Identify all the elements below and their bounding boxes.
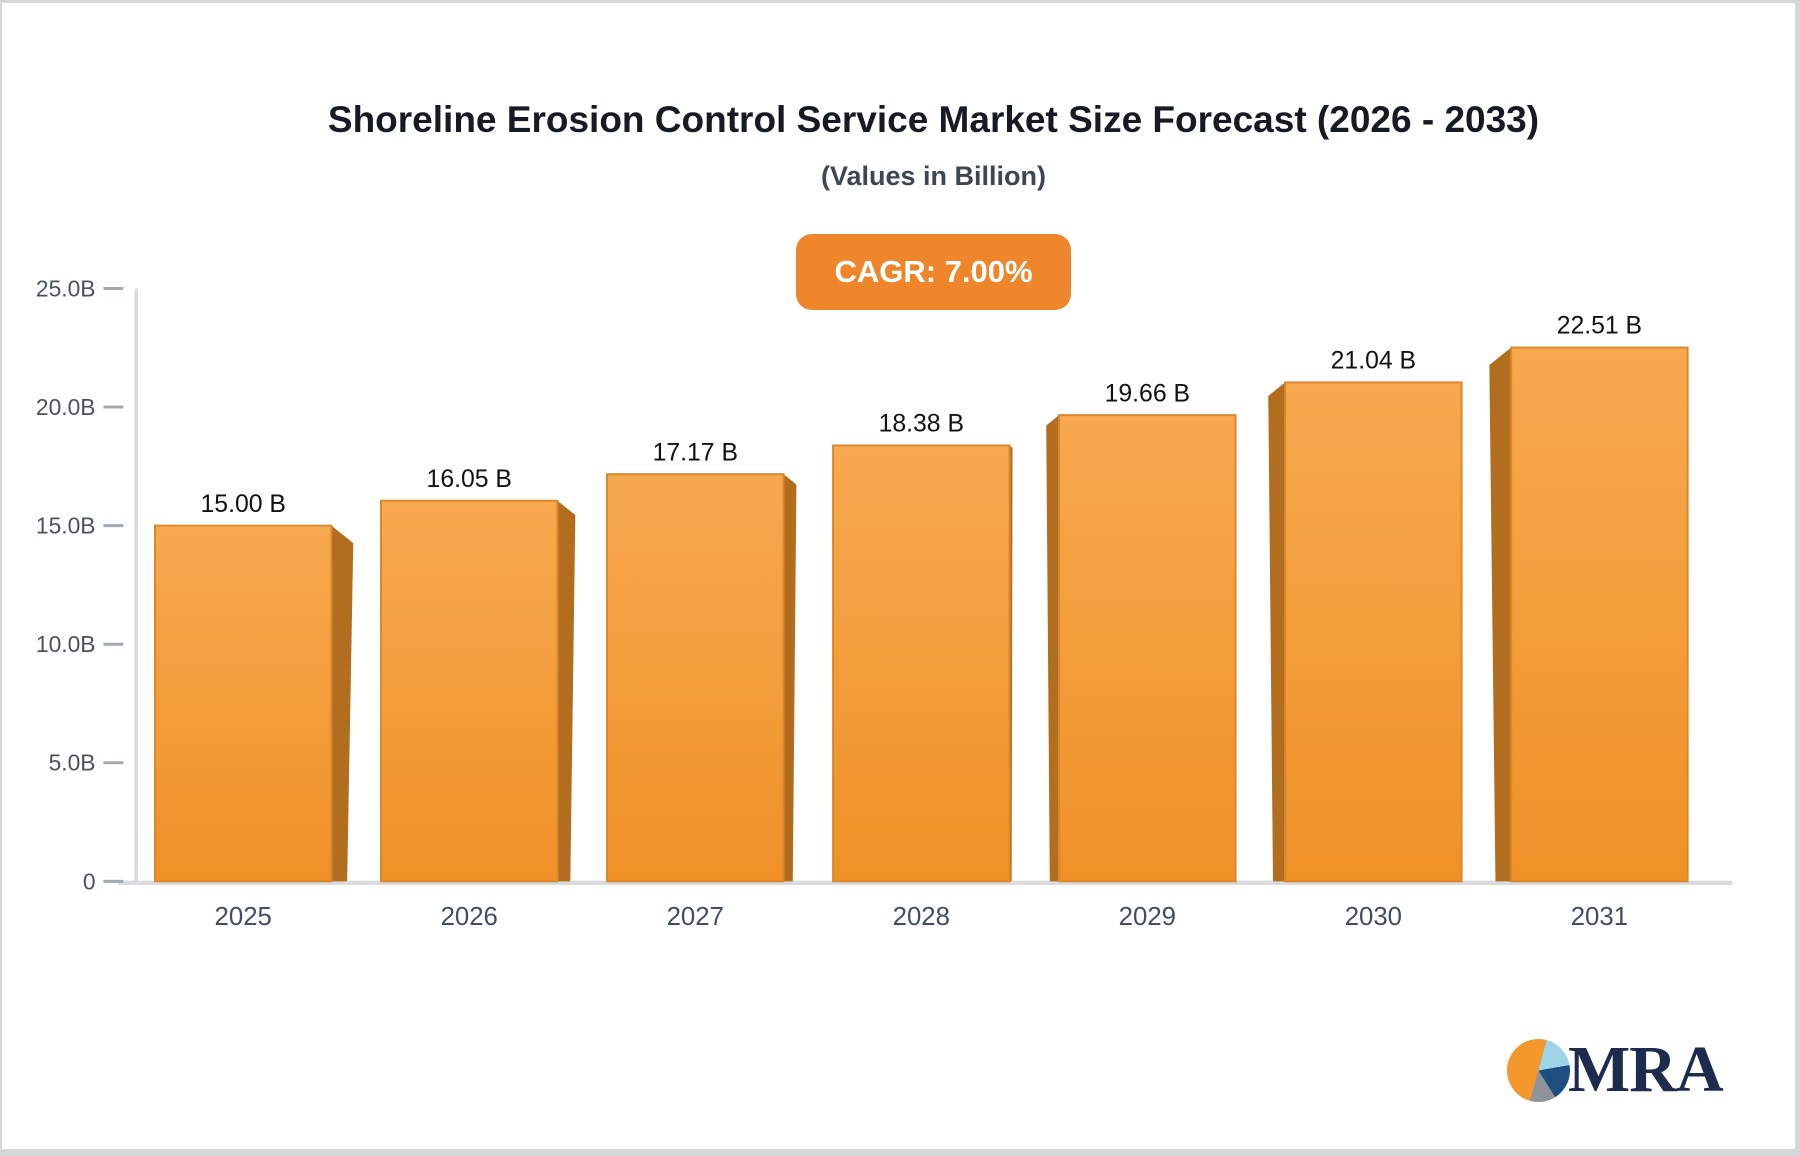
bar-side-2030: [1268, 382, 1286, 882]
chart-subtitle: (Values in Billion): [820, 161, 1047, 191]
x-tick-label: 2028: [893, 903, 950, 931]
x-tick-label: 2025: [215, 903, 272, 931]
bar-value-label: 18.38 B: [879, 411, 964, 438]
bar-value-label: 17.17 B: [653, 439, 738, 466]
bar-side-2031: [1489, 347, 1512, 882]
bar-value-label: 22.51 B: [1557, 313, 1642, 340]
x-tick-label: 2026: [441, 903, 498, 931]
bar-side-2025: [331, 525, 354, 882]
chart-header: Shoreline Erosion Control Service Market…: [2, 3, 1795, 310]
cagr-badge: CAGR: 7.00%: [796, 234, 1071, 310]
chart-card: 0 5.0B 10.0B 15.0B 20.0B 25.0B 15.00 B 2025 16.0…: [2, 3, 1795, 1149]
x-tick-label: 2030: [1345, 903, 1402, 931]
bar-value-label: 19.66 B: [1105, 380, 1190, 407]
logo-text: MRA: [1568, 1033, 1724, 1106]
y-tick-label: 0: [83, 868, 96, 894]
y-tick-label: 10.0B: [36, 631, 96, 657]
y-tick-label: 15.0B: [36, 513, 96, 539]
bar-2027: [606, 473, 785, 883]
bar-2026: [380, 499, 559, 883]
bar-2028: [832, 444, 1011, 883]
y-tick-label: 25.0B: [36, 275, 96, 301]
bar-2030: [1284, 381, 1463, 883]
logo-pie-icon: [1507, 1038, 1570, 1102]
x-tick-label: 2031: [1571, 903, 1628, 931]
x-tick-label: 2029: [1119, 903, 1176, 931]
bar-value-label: 15.00 B: [201, 491, 286, 518]
chart-title: Shoreline Erosion Control Service Market…: [327, 99, 1540, 140]
market-size-bar-chart: 0 5.0B 10.0B 15.0B 20.0B 25.0B 15.00 B 2025 16.0…: [36, 275, 1733, 931]
y-tick-label: 20.0B: [36, 394, 96, 420]
mra-logo: MRA: [1507, 1033, 1724, 1106]
bar-side-2027: [783, 474, 797, 882]
bar-value-label: 21.04 B: [1331, 348, 1416, 375]
bar-side-2029: [1046, 415, 1060, 882]
bar-2029: [1058, 414, 1237, 883]
bar-value-label: 16.05 B: [427, 466, 512, 493]
x-tick-label: 2027: [667, 903, 724, 931]
y-tick-label: 5.0B: [49, 750, 96, 776]
bar-2025: [153, 524, 333, 883]
bar-2031: [1510, 346, 1689, 883]
bar-side-2026: [557, 500, 576, 882]
